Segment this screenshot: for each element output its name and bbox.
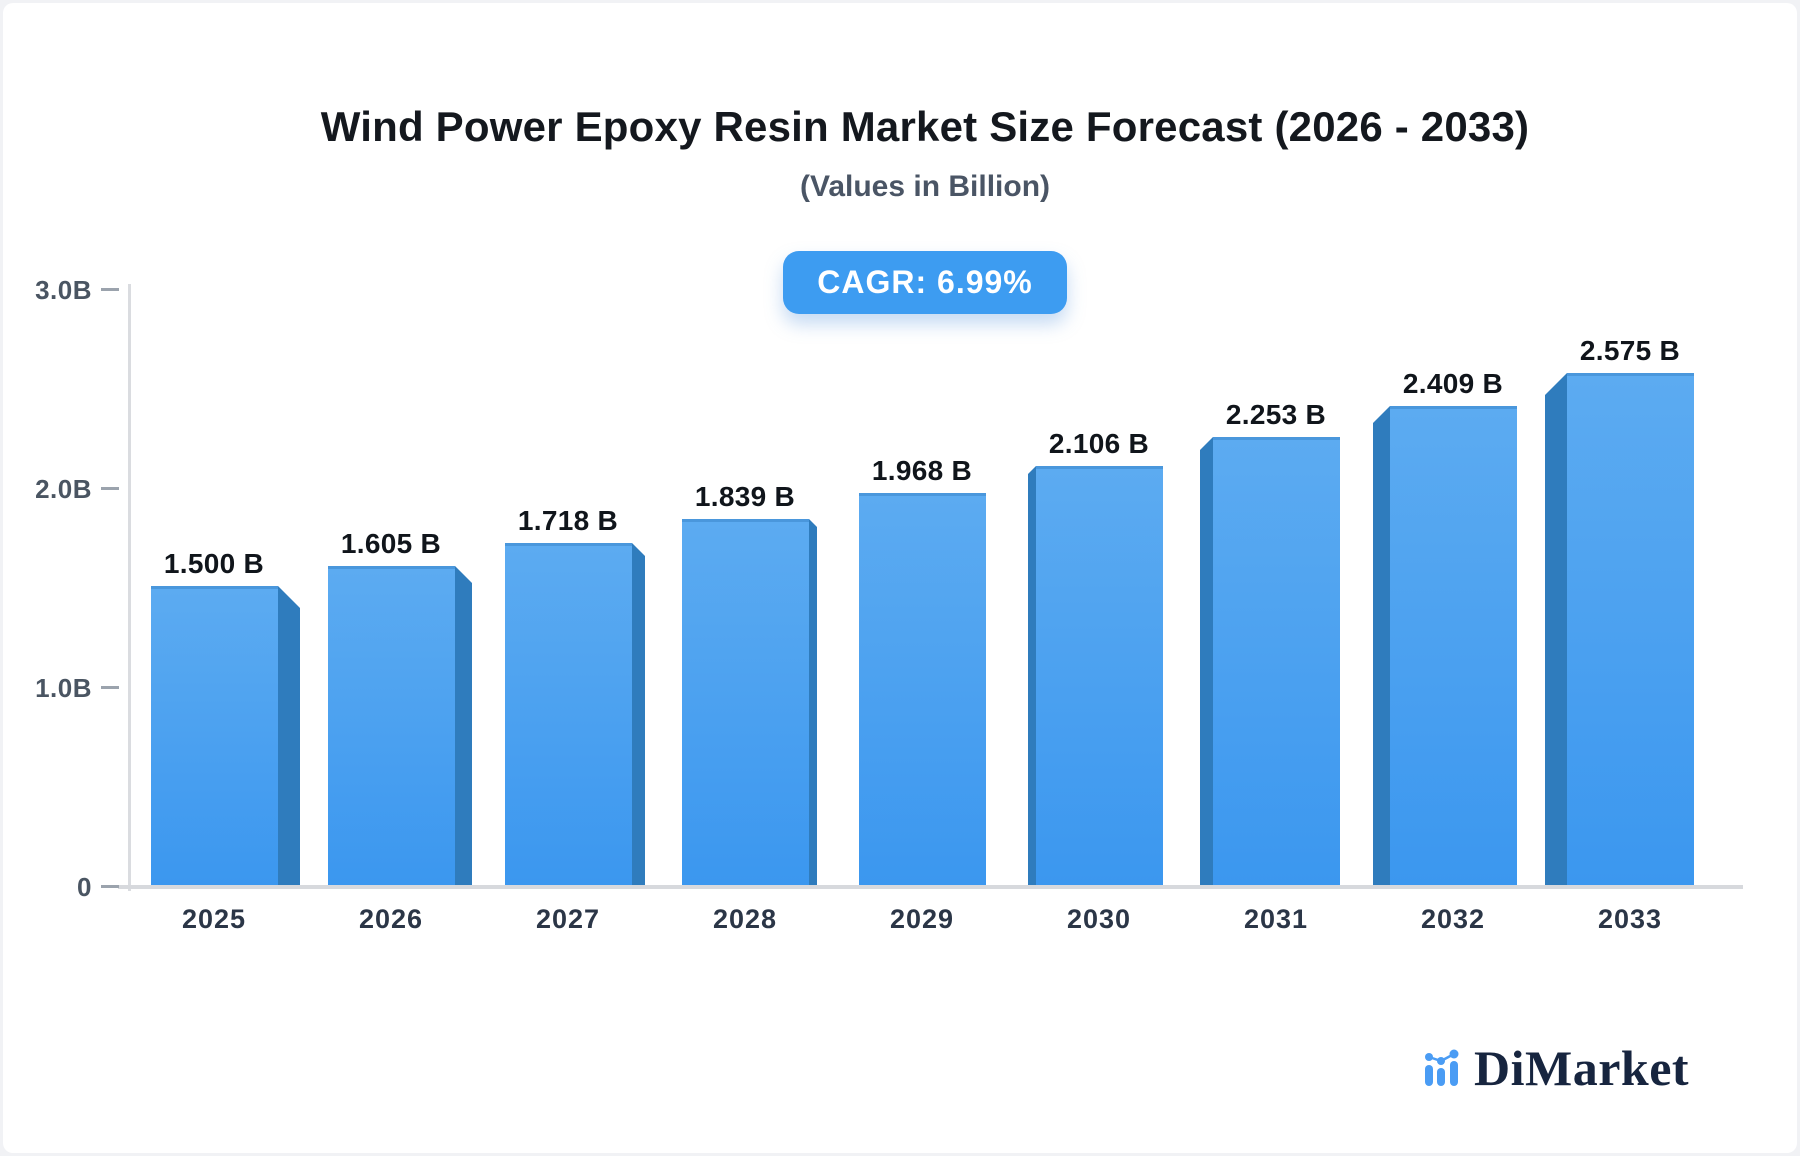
bar-2031 — [1213, 437, 1340, 885]
x-axis-line — [118, 885, 1743, 889]
x-axis-label: 2032 — [1420, 904, 1486, 934]
bar-value-label: 1.718 B — [517, 505, 619, 536]
y-tick-label: 1.0B — [35, 673, 92, 703]
chart-subtitle: (Values in Billion) — [799, 170, 1051, 203]
bar-side-face — [1028, 466, 1036, 885]
cagr-badge: CAGR: 6.99% — [783, 251, 1067, 314]
x-axis-label: 2033 — [1597, 904, 1663, 934]
bar-2027 — [505, 543, 632, 885]
x-axis-label: 2030 — [1066, 904, 1132, 934]
x-axis-label: 2028 — [712, 904, 778, 934]
bar-value-label: 1.968 B — [871, 455, 973, 486]
cagr-badge-row: CAGR: 6.99% — [50, 251, 1800, 314]
bar-2033 — [1567, 373, 1694, 885]
y-tick-dash — [101, 885, 119, 888]
bar-2032 — [1390, 406, 1517, 885]
bar-side-face — [1545, 373, 1567, 885]
bar-2025 — [151, 586, 278, 885]
x-axis-label: 2026 — [358, 904, 424, 934]
y-axis-line — [128, 284, 131, 891]
x-axis-label: 2029 — [889, 904, 955, 934]
bar-side-face — [1373, 406, 1390, 885]
chart-title: Wind Power Epoxy Resin Market Size Forec… — [320, 103, 1530, 150]
y-tick-dash — [101, 288, 119, 291]
x-axis-label: 2031 — [1243, 904, 1309, 934]
bar-value-label: 1.500 B — [163, 548, 265, 579]
bar-value-label: 2.409 B — [1402, 368, 1504, 399]
bar-value-label: 2.106 B — [1048, 428, 1150, 459]
bar-side-face — [1200, 437, 1213, 885]
bar-side-face — [455, 566, 472, 885]
bar-value-label: 2.253 B — [1225, 399, 1327, 430]
brand-logo-chart-icon — [1425, 1049, 1459, 1086]
bar-side-face — [632, 543, 645, 885]
bar-value-label: 1.839 B — [694, 481, 796, 512]
y-tick-label: 0 — [77, 872, 92, 902]
x-axis-label: 2025 — [181, 904, 247, 934]
brand-logo-text: DiMarket — [1474, 1040, 1690, 1096]
bar-side-face — [809, 519, 817, 885]
y-tick-dash — [101, 686, 119, 689]
bar-2026 — [328, 566, 455, 885]
bar-2030 — [1036, 466, 1163, 885]
x-axis-label: 2027 — [535, 904, 601, 934]
y-tick-label: 2.0B — [35, 474, 92, 504]
bar-side-face — [278, 586, 300, 885]
bar-value-label: 1.605 B — [340, 528, 442, 559]
y-tick-label: 3.0B — [35, 275, 92, 305]
bar-value-label: 2.575 B — [1579, 335, 1681, 366]
y-tick-dash — [101, 487, 119, 490]
bar-2029 — [859, 493, 986, 885]
bar-2028 — [682, 519, 809, 885]
